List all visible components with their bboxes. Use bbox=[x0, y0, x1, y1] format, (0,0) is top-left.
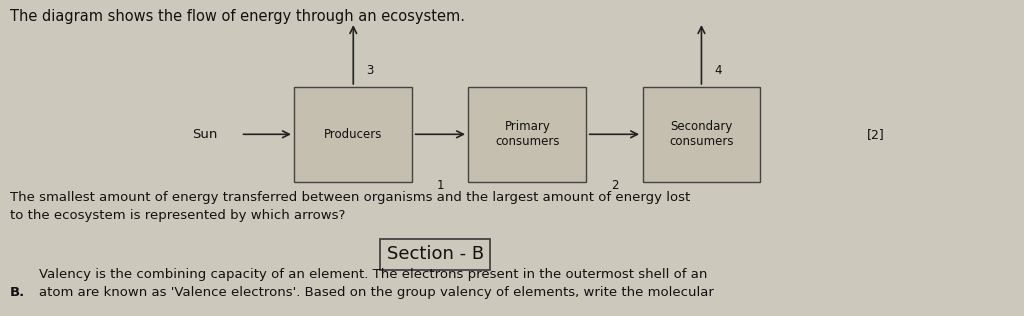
Text: Sun: Sun bbox=[193, 128, 217, 141]
Bar bbox=[295, 87, 412, 182]
Text: Section - B: Section - B bbox=[387, 246, 483, 263]
Text: The smallest amount of energy transferred between organisms and the largest amou: The smallest amount of energy transferre… bbox=[10, 191, 690, 222]
Text: Valency is the combining capacity of an element. The electrons present in the ou: Valency is the combining capacity of an … bbox=[39, 268, 714, 299]
Text: 2: 2 bbox=[610, 179, 618, 191]
Text: [2]: [2] bbox=[866, 128, 885, 141]
Text: 4: 4 bbox=[715, 64, 722, 77]
Text: Secondary
consumers: Secondary consumers bbox=[670, 120, 733, 148]
Text: Primary
consumers: Primary consumers bbox=[496, 120, 559, 148]
Text: B.: B. bbox=[10, 286, 26, 299]
Text: Producers: Producers bbox=[324, 128, 383, 141]
Text: The diagram shows the flow of energy through an ecosystem.: The diagram shows the flow of energy thr… bbox=[10, 9, 465, 24]
Text: 3: 3 bbox=[367, 64, 374, 77]
Bar bbox=[469, 87, 586, 182]
Bar bbox=[643, 87, 760, 182]
Text: 1: 1 bbox=[436, 179, 444, 191]
